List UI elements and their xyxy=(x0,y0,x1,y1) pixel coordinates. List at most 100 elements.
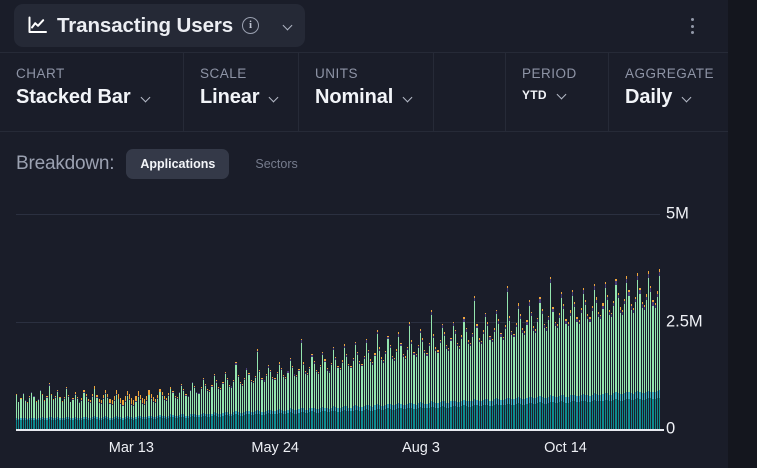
bar[interactable] xyxy=(24,399,27,429)
bar[interactable] xyxy=(333,346,336,429)
bar[interactable] xyxy=(96,394,99,429)
bar[interactable] xyxy=(57,390,60,429)
bar[interactable] xyxy=(576,316,579,429)
bar[interactable] xyxy=(328,370,331,429)
bar[interactable] xyxy=(417,344,420,429)
bar[interactable] xyxy=(278,362,281,429)
bar[interactable] xyxy=(270,370,273,429)
bar[interactable] xyxy=(39,389,43,429)
bar[interactable] xyxy=(485,312,488,429)
bar[interactable] xyxy=(396,349,399,429)
bar[interactable] xyxy=(139,394,142,429)
bar[interactable] xyxy=(491,338,494,429)
bar[interactable] xyxy=(35,401,38,429)
chevron-down-icon[interactable] xyxy=(558,86,567,104)
bar[interactable] xyxy=(632,307,635,429)
bar[interactable] xyxy=(498,319,501,429)
bar[interactable] xyxy=(530,311,533,429)
bar[interactable] xyxy=(189,389,192,429)
bar[interactable] xyxy=(391,355,394,429)
bar[interactable] xyxy=(385,351,388,429)
bar[interactable] xyxy=(313,361,316,429)
bar[interactable] xyxy=(126,390,129,429)
bar[interactable] xyxy=(511,330,514,429)
bar[interactable] xyxy=(330,363,334,429)
bar[interactable] xyxy=(83,390,86,429)
bar[interactable] xyxy=(400,342,403,429)
bar[interactable] xyxy=(178,391,182,429)
bar[interactable] xyxy=(437,350,440,429)
bar[interactable] xyxy=(474,295,477,429)
bar[interactable] xyxy=(398,332,401,429)
bar[interactable] xyxy=(209,390,212,429)
bar[interactable] xyxy=(172,390,175,429)
bar[interactable] xyxy=(478,338,481,429)
bar[interactable] xyxy=(257,349,260,429)
bar[interactable] xyxy=(200,387,203,429)
bar[interactable] xyxy=(187,395,190,429)
bar[interactable] xyxy=(263,379,266,429)
bar[interactable] xyxy=(22,392,25,429)
bar[interactable] xyxy=(72,398,75,429)
bar[interactable] xyxy=(78,401,82,429)
bar[interactable] xyxy=(554,321,557,429)
bar[interactable] xyxy=(341,360,344,429)
bar[interactable] xyxy=(146,395,149,429)
bar[interactable] xyxy=(283,374,286,429)
bar[interactable] xyxy=(128,394,132,429)
bar[interactable] xyxy=(591,305,594,429)
bar[interactable] xyxy=(68,395,71,429)
bar[interactable] xyxy=(602,303,605,429)
bar[interactable] xyxy=(415,354,418,429)
bar[interactable] xyxy=(326,368,329,429)
bar[interactable] xyxy=(532,326,536,429)
bar[interactable] xyxy=(552,306,555,429)
chevron-down-icon[interactable] xyxy=(270,89,279,107)
bar[interactable] xyxy=(228,384,232,429)
bar[interactable] xyxy=(220,388,223,429)
bar[interactable] xyxy=(85,394,88,429)
bar[interactable] xyxy=(296,375,299,429)
bar[interactable] xyxy=(309,366,312,429)
bar[interactable] xyxy=(324,359,327,429)
bar[interactable] xyxy=(361,364,364,429)
bar[interactable] xyxy=(42,394,45,429)
bar[interactable] xyxy=(246,367,249,429)
bar[interactable] xyxy=(161,392,164,429)
bar[interactable] xyxy=(250,379,253,429)
bar[interactable] xyxy=(524,330,527,429)
bar[interactable] xyxy=(165,397,169,429)
bar[interactable] xyxy=(393,357,397,429)
bar[interactable] xyxy=(18,401,21,429)
bar[interactable] xyxy=(506,285,510,429)
bar[interactable] xyxy=(113,395,116,429)
bar[interactable] xyxy=(522,328,525,429)
bar[interactable] xyxy=(406,346,410,429)
bar[interactable] xyxy=(74,392,77,429)
bar[interactable] xyxy=(426,352,429,429)
bar[interactable] xyxy=(567,321,570,429)
bar[interactable] xyxy=(519,313,523,429)
bar[interactable] xyxy=(648,271,651,429)
bar[interactable] xyxy=(300,339,303,429)
bar[interactable] xyxy=(141,397,145,429)
bar[interactable] xyxy=(163,395,166,429)
bar[interactable] xyxy=(98,398,101,429)
bar[interactable] xyxy=(500,332,503,429)
bar[interactable] xyxy=(428,342,431,429)
bar[interactable] xyxy=(634,296,638,429)
bar[interactable] xyxy=(619,307,622,429)
breakdown-tab-applications[interactable]: Applications xyxy=(126,149,230,179)
bar[interactable] xyxy=(465,327,468,429)
bar[interactable] xyxy=(441,323,444,429)
bar[interactable] xyxy=(181,384,184,429)
bar[interactable] xyxy=(448,348,451,429)
bar[interactable] xyxy=(298,369,301,429)
bar[interactable] xyxy=(248,373,251,429)
bar[interactable] xyxy=(235,361,238,429)
chevron-down-icon[interactable] xyxy=(683,89,692,107)
bar[interactable] xyxy=(352,357,355,429)
bar[interactable] xyxy=(639,287,642,429)
bar[interactable] xyxy=(604,281,607,429)
bar[interactable] xyxy=(259,369,262,429)
